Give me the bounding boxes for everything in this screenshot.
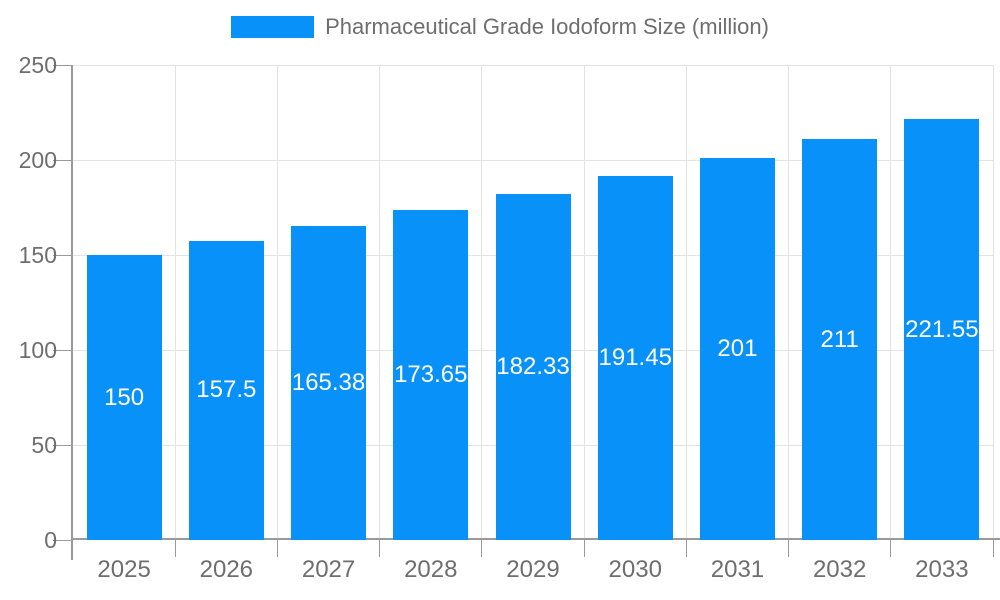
y-axis-tick [53, 539, 71, 541]
y-axis-label: 150 [18, 242, 57, 268]
y-axis-tick [53, 254, 71, 256]
bar-value-label: 201 [717, 335, 758, 363]
x-axis-tick [276, 540, 278, 557]
v-gridline [379, 65, 381, 540]
v-gridline [788, 65, 790, 540]
x-axis-tick [890, 540, 892, 557]
y-axis-label: 250 [18, 52, 57, 78]
x-axis-tick [788, 540, 790, 557]
x-axis-label: 2025 [97, 556, 151, 583]
y-axis-tick [53, 159, 71, 161]
bar-value-label: 165.38 [291, 368, 366, 396]
bar [495, 193, 571, 540]
bar-value-label: 221.55 [905, 315, 979, 343]
x-axis-label: 2029 [506, 556, 560, 583]
x-axis-label: 2031 [710, 556, 765, 583]
y-axis-label: 50 [31, 432, 57, 458]
bar-value-label: 157.5 [196, 376, 257, 404]
v-gridline [583, 65, 585, 540]
x-axis-label: 2027 [301, 556, 356, 583]
bar-value-label: 150 [104, 383, 145, 411]
x-axis-label: 2033 [915, 556, 969, 583]
h-gridline [73, 64, 993, 66]
y-axis-tick [53, 444, 71, 446]
v-gridline [481, 65, 483, 540]
x-axis-label: 2026 [199, 556, 254, 583]
bar [904, 119, 980, 540]
y-axis-label: 0 [44, 527, 57, 553]
y-axis-tick [53, 64, 71, 66]
h-gridline [73, 159, 993, 161]
legend-swatch [231, 16, 315, 38]
bar [597, 176, 673, 540]
legend-label: Pharmaceutical Grade Iodoform Size (mill… [325, 14, 769, 39]
bar [802, 139, 878, 540]
x-axis-label: 2028 [404, 556, 458, 583]
v-gridline [685, 65, 687, 540]
x-axis-tick [583, 540, 585, 557]
y-axis-line [71, 65, 73, 560]
bar-value-label: 182.33 [496, 352, 570, 380]
bar [699, 158, 775, 540]
x-axis-label: 2030 [608, 556, 662, 583]
v-gridline [174, 65, 176, 540]
x-axis-tick [379, 540, 381, 557]
x-axis-tick [685, 540, 687, 557]
bar [393, 210, 469, 540]
bar [188, 240, 264, 540]
plot-area: 150 157.5 165.38 173.65 182.33 191.45 201 211 22… [53, 64, 1000, 560]
bar-value-label: 191.45 [598, 344, 672, 372]
y-axis-label: 200 [18, 147, 57, 173]
x-axis-tick [481, 540, 483, 557]
x-axis-label: 2032 [812, 556, 867, 583]
v-gridline [890, 65, 892, 540]
y-axis-label: 100 [18, 337, 57, 363]
y-axis-tick [53, 349, 71, 351]
x-axis-tick [992, 540, 994, 557]
x-axis-tick [174, 540, 176, 557]
bar [291, 225, 367, 540]
bar-value-label: 211 [820, 325, 859, 353]
bar [86, 255, 162, 540]
v-gridline [992, 65, 994, 540]
v-gridline [276, 65, 278, 540]
legend-item[interactable]: Pharmaceutical Grade Iodoform Size (mill… [0, 14, 1000, 40]
bar-value-label: 173.65 [394, 361, 468, 389]
